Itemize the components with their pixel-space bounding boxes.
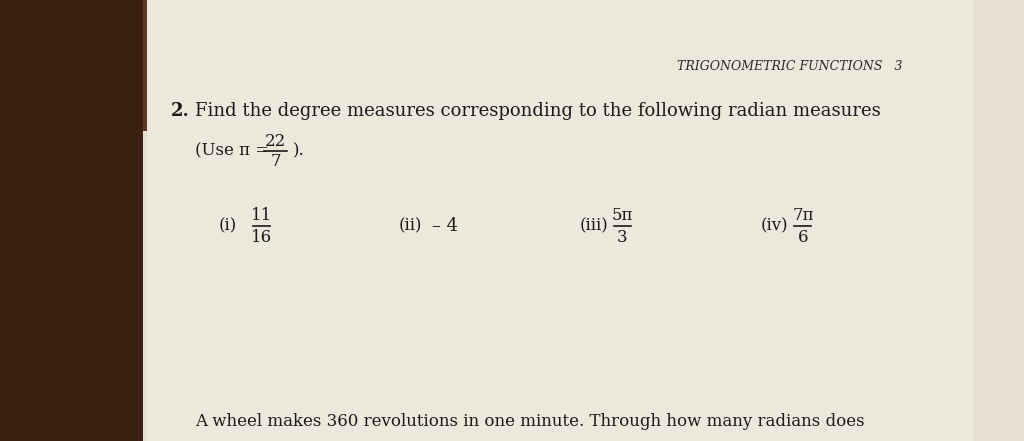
FancyBboxPatch shape [147, 0, 973, 441]
Text: TRIGONOMETRIC FUNCTIONS   3: TRIGONOMETRIC FUNCTIONS 3 [677, 60, 903, 72]
FancyBboxPatch shape [114, 0, 973, 441]
Polygon shape [147, 11, 973, 441]
Text: (i): (i) [218, 217, 237, 235]
Text: 2.: 2. [171, 102, 189, 120]
Text: (iii): (iii) [580, 217, 608, 235]
Text: 7: 7 [270, 153, 281, 171]
Text: (ii): (ii) [399, 217, 423, 235]
Text: (iv): (iv) [760, 217, 787, 235]
Text: ).: ). [293, 142, 304, 160]
Polygon shape [0, 0, 142, 441]
Text: 7π: 7π [793, 206, 814, 224]
Text: 16: 16 [251, 228, 271, 246]
Text: (Use π =: (Use π = [195, 142, 274, 160]
Text: A wheel makes 360 revolutions in one minute. Through how many radians does: A wheel makes 360 revolutions in one min… [195, 412, 864, 430]
FancyBboxPatch shape [0, 0, 973, 131]
Text: 22: 22 [265, 132, 286, 149]
Text: 3: 3 [617, 228, 628, 246]
Polygon shape [142, 0, 973, 131]
Text: Find the degree measures corresponding to the following radian measures: Find the degree measures corresponding t… [195, 102, 881, 120]
Text: 5π: 5π [611, 206, 633, 224]
Text: 6: 6 [798, 228, 808, 246]
Text: – 4: – 4 [432, 217, 459, 235]
Text: 11: 11 [251, 206, 272, 224]
